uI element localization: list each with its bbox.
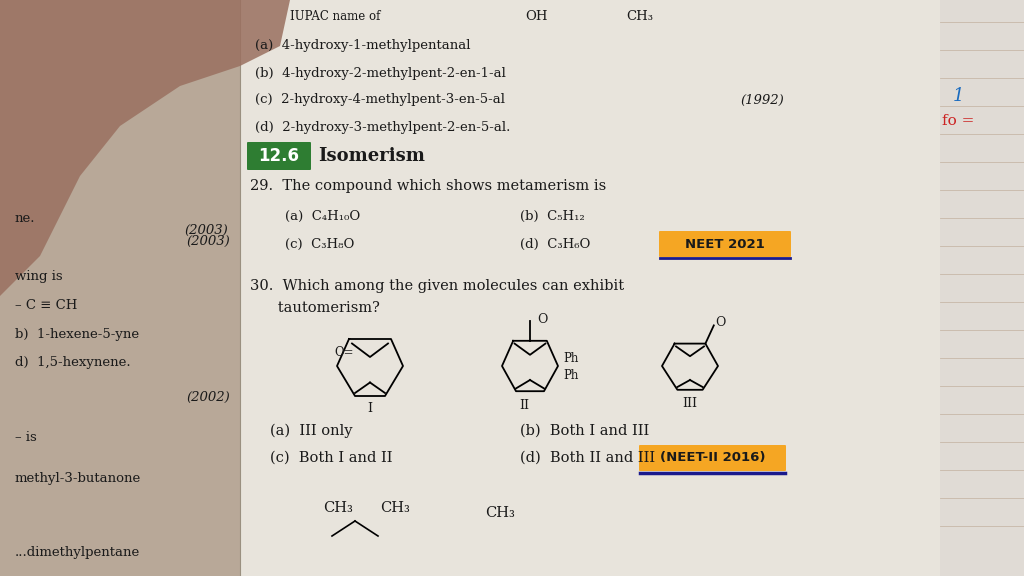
Text: ...dimethylpentane: ...dimethylpentane <box>15 547 140 559</box>
Text: (c)  Both I and II: (c) Both I and II <box>270 451 392 465</box>
FancyBboxPatch shape <box>639 445 786 471</box>
Text: (d)  C₃H₆O: (d) C₃H₆O <box>520 237 591 251</box>
Text: (d)  2-hydroxy-3-methylpent-2-en-5-al.: (d) 2-hydroxy-3-methylpent-2-en-5-al. <box>255 120 510 134</box>
Text: (c)  C₃H₈O: (c) C₃H₈O <box>285 237 354 251</box>
Text: CH₃: CH₃ <box>627 9 653 22</box>
Text: fo =: fo = <box>942 114 974 128</box>
FancyBboxPatch shape <box>659 231 791 257</box>
Text: (a)  III only: (a) III only <box>270 424 352 438</box>
Text: (c)  2-hydroxy-4-methylpent-3-en-5-al: (c) 2-hydroxy-4-methylpent-3-en-5-al <box>255 93 505 107</box>
Text: OH: OH <box>525 9 548 22</box>
Text: d)  1,5-hexynene.: d) 1,5-hexynene. <box>15 357 131 369</box>
Text: (a)  C₄H₁₀O: (a) C₄H₁₀O <box>285 210 360 222</box>
Text: (b)  C₅H₁₂: (b) C₅H₁₂ <box>520 210 585 222</box>
Text: 29.  The compound which shows metamerism is: 29. The compound which shows metamerism … <box>250 179 606 193</box>
Text: CH₃: CH₃ <box>485 506 515 520</box>
Text: (d)  Both II and III: (d) Both II and III <box>520 451 655 465</box>
Text: (2003): (2003) <box>184 223 228 237</box>
Text: NEET 2021: NEET 2021 <box>685 237 765 251</box>
Text: O=: O= <box>335 346 354 359</box>
Text: – is: – is <box>15 431 37 444</box>
Bar <box>940 0 1024 576</box>
Bar <box>0 0 240 576</box>
Text: (NEET-II 2016): (NEET-II 2016) <box>659 452 765 464</box>
Text: Ph: Ph <box>563 369 579 382</box>
Text: CH₃: CH₃ <box>323 501 353 515</box>
Text: IUPAC name of: IUPAC name of <box>290 9 380 22</box>
Text: (1992): (1992) <box>740 93 783 107</box>
Text: O: O <box>537 313 548 326</box>
Text: 30.  Which among the given molecules can exhibit: 30. Which among the given molecules can … <box>250 279 624 293</box>
FancyBboxPatch shape <box>247 142 311 170</box>
Text: 12.6: 12.6 <box>258 147 299 165</box>
Text: Ph: Ph <box>563 353 579 366</box>
Text: (a)  4-hydroxy-1-methylpentanal: (a) 4-hydroxy-1-methylpentanal <box>255 40 470 52</box>
Text: (b)  4-hydroxy-2-methylpent-2-en-1-al: (b) 4-hydroxy-2-methylpent-2-en-1-al <box>255 66 506 79</box>
Text: – C ≡ CH: – C ≡ CH <box>15 299 78 312</box>
Text: (b)  Both I and III: (b) Both I and III <box>520 424 649 438</box>
Text: 1: 1 <box>952 87 964 105</box>
Text: Isomerism: Isomerism <box>318 147 425 165</box>
Text: ne.: ne. <box>15 213 36 225</box>
Text: O: O <box>715 316 726 329</box>
Text: tautomerism?: tautomerism? <box>250 301 380 315</box>
Text: II: II <box>519 399 529 412</box>
Text: (2003): (2003) <box>186 236 230 248</box>
Text: (2002): (2002) <box>186 391 230 404</box>
Text: wing is: wing is <box>15 270 62 283</box>
Polygon shape <box>0 0 290 296</box>
Text: I: I <box>368 401 373 415</box>
Text: III: III <box>683 397 697 410</box>
Text: CH₃: CH₃ <box>380 501 410 515</box>
Text: b)  1-hexene-5-yne: b) 1-hexene-5-yne <box>15 328 139 340</box>
Bar <box>240 0 940 576</box>
Text: methyl-3-butanone: methyl-3-butanone <box>15 472 141 484</box>
